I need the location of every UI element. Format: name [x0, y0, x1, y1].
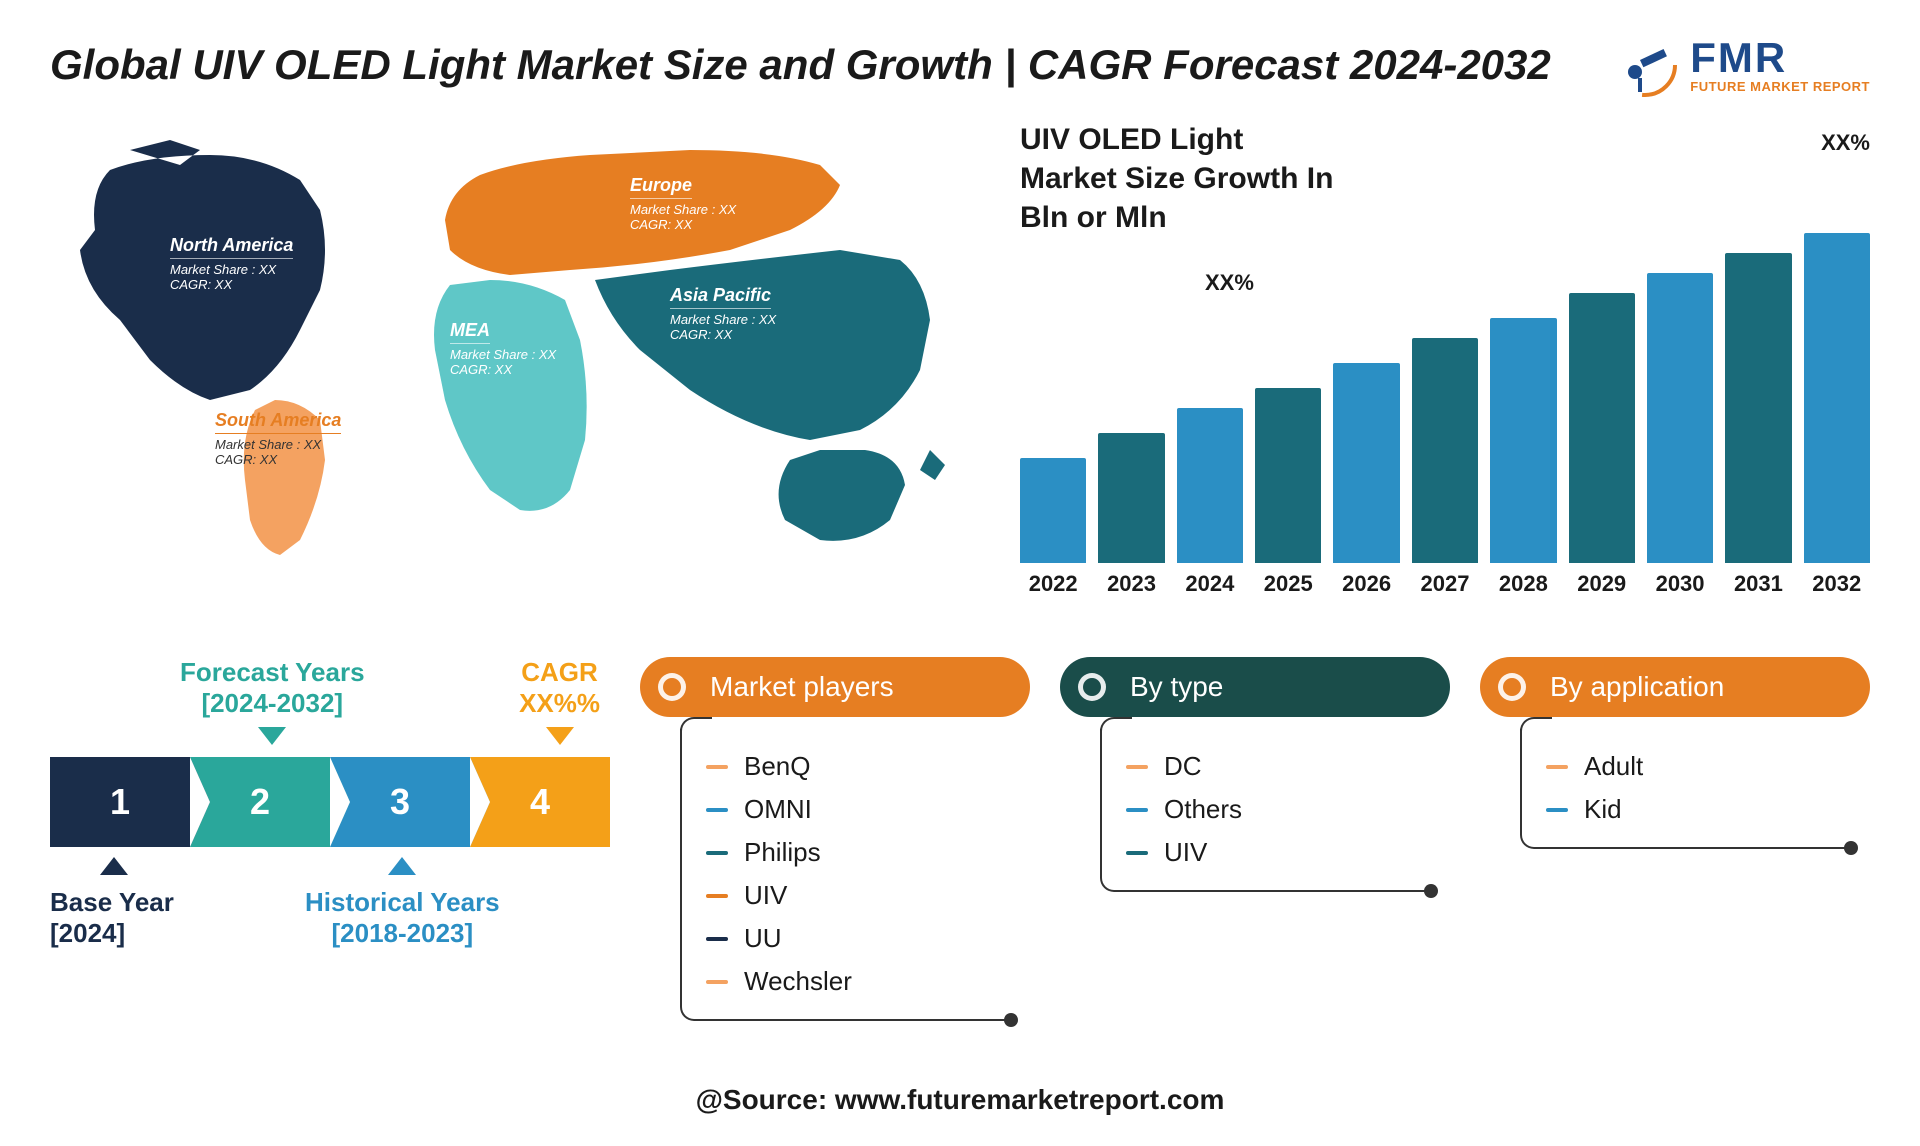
anno-historical: Historical Years[2018-2023]: [305, 887, 500, 949]
source-attribution: @Source: www.futuremarketreport.com: [696, 1084, 1225, 1116]
bar-2030: 2030: [1647, 273, 1713, 597]
region-mea: MEA Market Share : XXCAGR: XX: [450, 320, 556, 377]
timeline-seg-1: 1: [50, 757, 190, 847]
bar-2032: 2032: [1804, 233, 1870, 597]
anno-base: Base Year[2024]: [50, 887, 174, 949]
cat-item: Wechsler: [706, 960, 1010, 1003]
logo-text: FMR: [1690, 37, 1870, 79]
timeline-seg-4: 4: [470, 757, 610, 847]
logo: FMR FUTURE MARKET REPORT: [1610, 30, 1870, 100]
cat-item: BenQ: [706, 745, 1010, 788]
region-south-america: South America Market Share : XXCAGR: XX: [215, 410, 341, 467]
cat-item: Kid: [1546, 788, 1850, 831]
page-title: Global UIV OLED Light Market Size and Gr…: [50, 41, 1551, 89]
cat-item: Philips: [706, 831, 1010, 874]
cat-item: Others: [1126, 788, 1430, 831]
anno-cagr: CAGRXX%%: [519, 657, 600, 719]
category-header: Market players: [640, 657, 1030, 717]
bar-2023: 2023: [1098, 433, 1164, 597]
region-europe: Europe Market Share : XXCAGR: XX: [630, 175, 736, 232]
category-header: By type: [1060, 657, 1450, 717]
bar-2027: 2027: [1412, 338, 1478, 597]
region-asia-pacific: Asia Pacific Market Share : XXCAGR: XX: [670, 285, 776, 342]
bar-2024: 2024: [1177, 408, 1243, 597]
header: Global UIV OLED Light Market Size and Gr…: [50, 30, 1870, 100]
cat-item: DC: [1126, 745, 1430, 788]
timeline-seg-3: 3: [330, 757, 470, 847]
bar-2028: 2028: [1490, 318, 1556, 597]
cat-item: OMNI: [706, 788, 1010, 831]
bar-2031: 2031: [1725, 253, 1791, 597]
world-map: North America Market Share : XXCAGR: XX …: [50, 120, 990, 570]
cat-item: UIV: [1126, 831, 1430, 874]
cat-item: UIV: [706, 874, 1010, 917]
category-by-type: By type DCOthersUIV: [1060, 657, 1450, 1021]
category-market-players: Market players BenQOMNIPhilipsUIVUUWechsl…: [640, 657, 1030, 1021]
timeline-seg-2: 2: [190, 757, 330, 847]
region-north-america: North America Market Share : XXCAGR: XX: [170, 235, 293, 292]
logo-subtitle: FUTURE MARKET REPORT: [1690, 79, 1870, 94]
bar-2022: 2022: [1020, 458, 1086, 597]
category-by-application: By application AdultKid: [1480, 657, 1870, 1021]
cat-item: Adult: [1546, 745, 1850, 788]
telescope-icon: [1610, 30, 1680, 100]
category-header: By application: [1480, 657, 1870, 717]
bar-2025: 2025: [1255, 388, 1321, 597]
bar-2029: 2029: [1569, 293, 1635, 597]
timeline: Forecast Years[2024-2032] CAGRXX%% 1234 …: [50, 657, 610, 1021]
cat-item: UU: [706, 917, 1010, 960]
chart-title: UIV OLED LightMarket Size Growth InBln o…: [1020, 120, 1870, 237]
growth-bar-chart: UIV OLED LightMarket Size Growth InBln o…: [1020, 120, 1870, 597]
bar-2026: 2026: [1333, 363, 1399, 597]
anno-forecast: Forecast Years[2024-2032]: [180, 657, 365, 719]
pct-end-label: XX%: [1821, 130, 1870, 156]
